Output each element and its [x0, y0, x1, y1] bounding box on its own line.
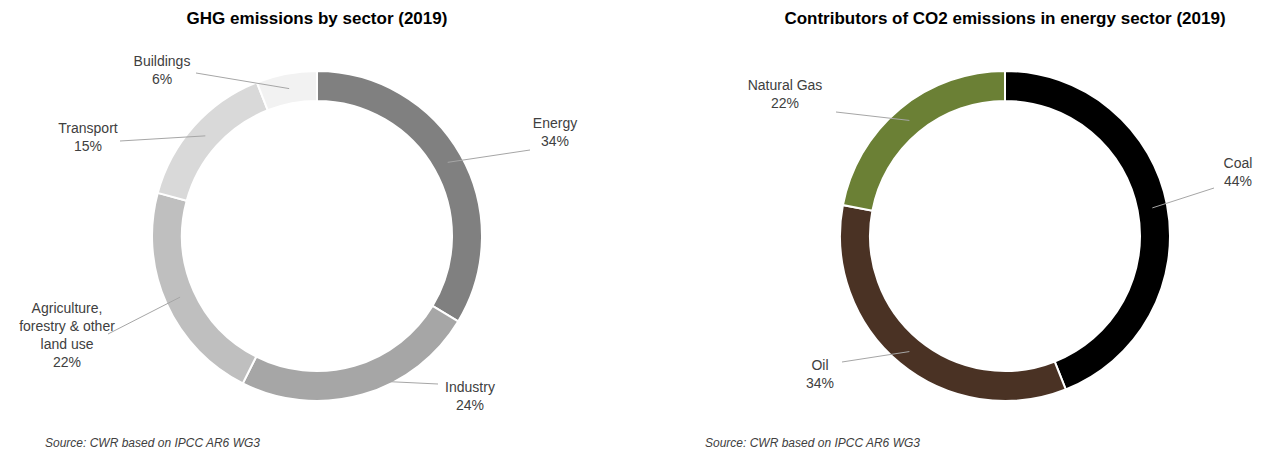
- category-label-line: Industry: [445, 379, 495, 395]
- leader-line: [196, 73, 289, 89]
- slice: [257, 71, 317, 110]
- category-label-line: forestry & other: [19, 318, 115, 334]
- slice: [317, 71, 482, 321]
- category-label: Natural Gas: [748, 77, 823, 93]
- chart: GHG emissions by sector (2019) Energy 34% I…: [19, 9, 577, 450]
- category-label: Oil: [811, 357, 828, 373]
- category-label-line: Natural Gas: [748, 77, 823, 93]
- slice: [840, 205, 1066, 401]
- slice: [1005, 71, 1170, 389]
- category-label: Industry: [445, 379, 495, 395]
- value-label: 6%: [152, 71, 172, 87]
- leader-line: [120, 136, 205, 141]
- leader-line: [448, 150, 530, 162]
- category-label-line: Agriculture,: [32, 300, 103, 316]
- data-labels: Energy 34% Industry 24% Agriculture, forestry…: [19, 53, 577, 413]
- chart-title: GHG emissions by sector (2019): [187, 9, 448, 28]
- leader-line: [1152, 188, 1214, 208]
- category-label: Agriculture, forestry & other land use: [19, 300, 115, 352]
- category-label: Buildings: [134, 53, 191, 69]
- category-label-line: Coal: [1224, 155, 1253, 171]
- source-note: Source: CWR based on IPCC AR6 WG3: [705, 436, 920, 450]
- category-label-line: Buildings: [134, 53, 191, 69]
- source-note: Source: CWR based on IPCC AR6 WG3: [45, 436, 260, 450]
- chart-title: Contributors of CO2 emissions in energy …: [784, 9, 1225, 28]
- category-label-line: Oil: [811, 357, 828, 373]
- chart: Contributors of CO2 emissions in energy …: [705, 9, 1252, 450]
- slice: [158, 82, 268, 200]
- canvas: GHG emissions by sector (2019) Energy 34% I…: [0, 0, 1280, 472]
- slice: [152, 193, 256, 383]
- value-label: 22%: [53, 354, 81, 370]
- slice: [243, 306, 458, 401]
- plot-area: [840, 71, 1170, 401]
- category-label: Energy: [533, 115, 577, 131]
- leader-line: [358, 380, 438, 384]
- leader-line: [108, 297, 180, 334]
- value-label: 44%: [1224, 173, 1252, 189]
- leader-line: [836, 112, 909, 120]
- category-label-line: Transport: [58, 120, 118, 136]
- value-label: 34%: [806, 375, 834, 391]
- category-label: Coal: [1224, 155, 1253, 171]
- value-label: 15%: [74, 138, 102, 154]
- data-labels: Coal 44% Oil 34% Natural Gas 22%: [748, 77, 1253, 391]
- plot-area: [152, 71, 482, 401]
- category-label-line: land use: [41, 336, 94, 352]
- value-label: 22%: [771, 95, 799, 111]
- value-label: 34%: [541, 133, 569, 149]
- value-label: 24%: [456, 397, 484, 413]
- category-label: Transport: [58, 120, 118, 136]
- leader-line: [842, 352, 909, 362]
- category-label-line: Energy: [533, 115, 577, 131]
- slice: [843, 71, 1005, 211]
